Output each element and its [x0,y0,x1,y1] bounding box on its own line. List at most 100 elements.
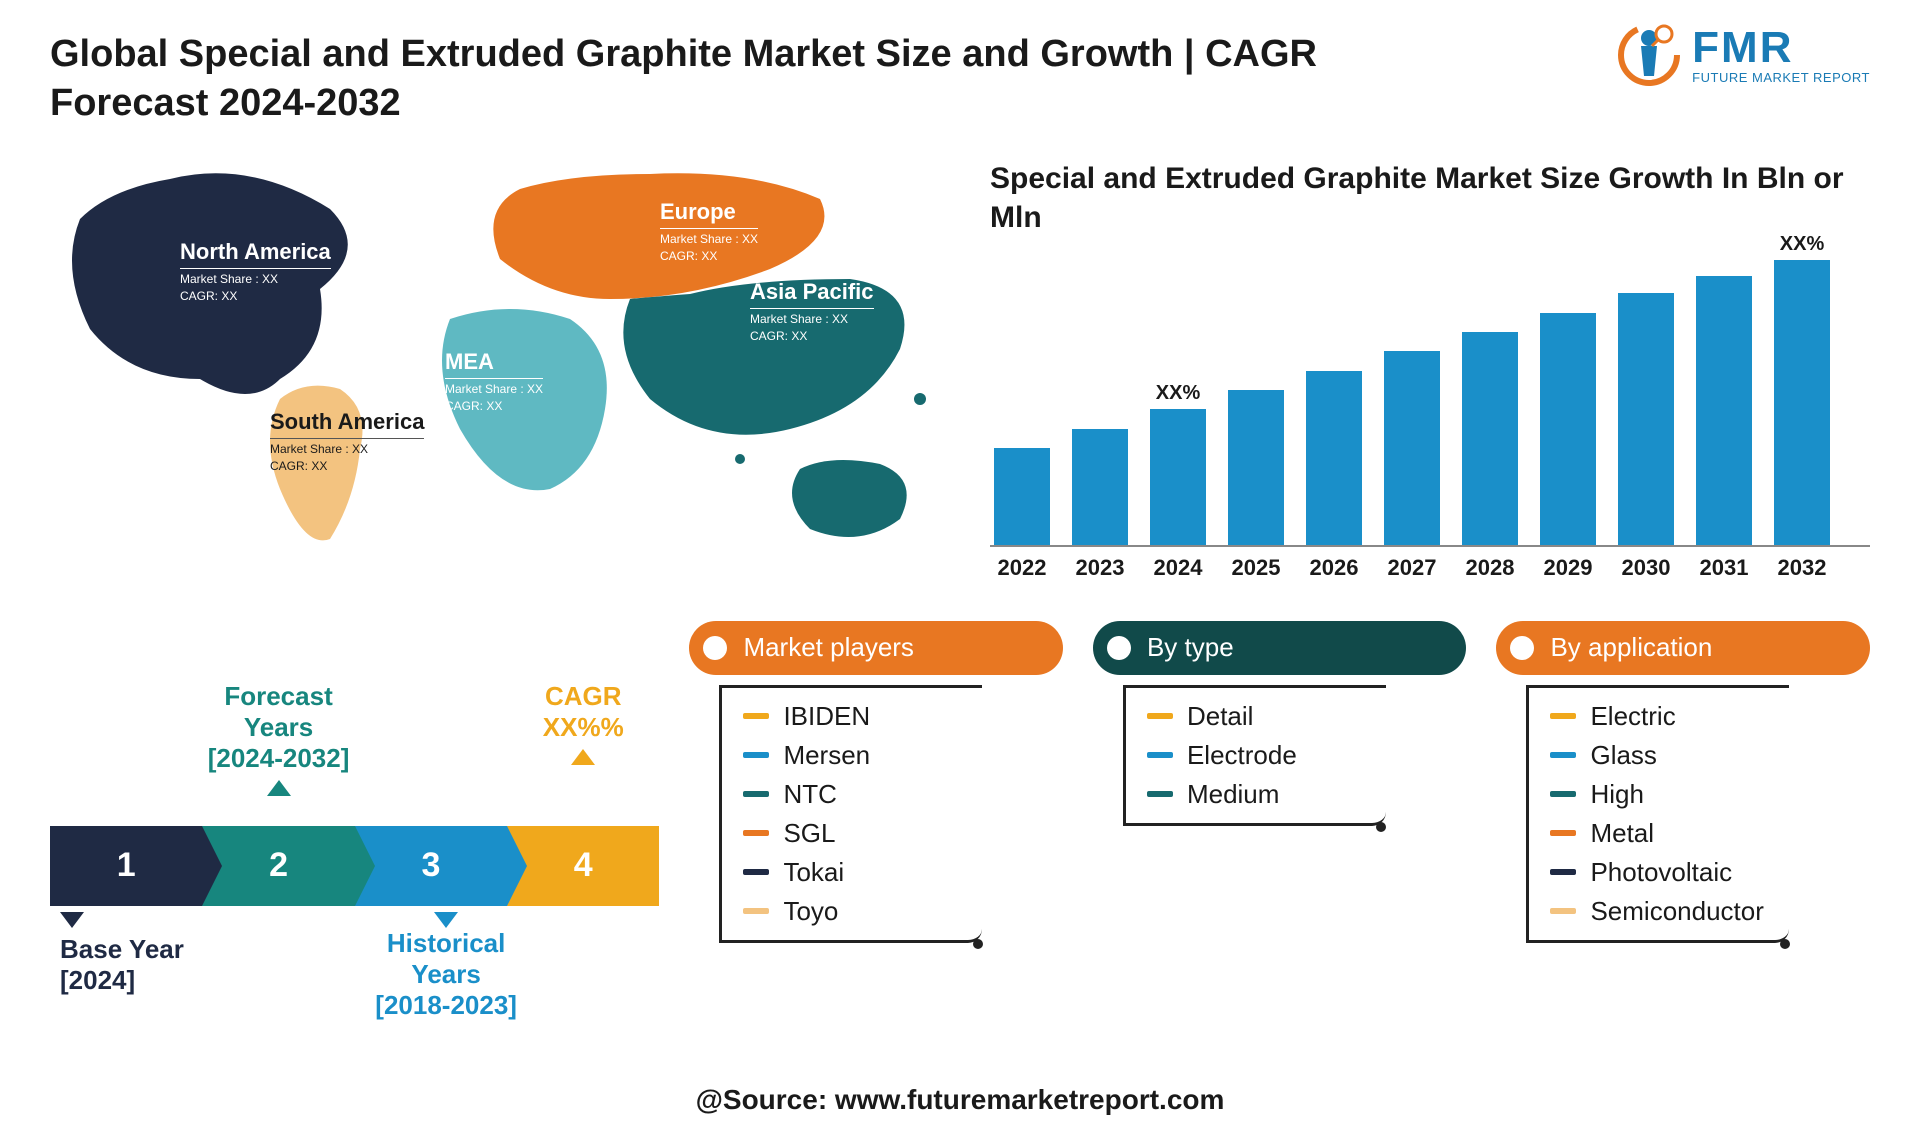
hist-range: [2018-2023] [355,990,538,1021]
item-dash-icon [743,791,769,797]
region-cagr: CAGR: XX [750,329,874,343]
bar-x-label: 2026 [1302,555,1366,581]
bar [1774,260,1830,545]
region-name: MEA [445,349,543,375]
region-share: Market Share : XX [445,378,543,396]
category-item: Tokai [743,853,1063,892]
bar-column [1224,390,1288,545]
bar-column [1692,276,1756,545]
base-label: Base Year [60,934,202,965]
world-map: North AmericaMarket Share : XXCAGR: XXSo… [50,149,950,569]
region-label: MEA Market Share : XX CAGR: XX [445,349,543,413]
bar-column [1614,293,1678,544]
region-label: Asia PacificMarket Share : XXCAGR: XX [750,279,874,343]
bar [1306,371,1362,545]
item-label: Photovoltaic [1590,857,1732,888]
category-item: Electrode [1147,736,1467,775]
item-dash-icon [1550,791,1576,797]
source-text: @Source: www.futuremarketreport.com [696,1084,1225,1116]
region-share: Market Share : XX [660,228,758,246]
market-players-col: Market players IBIDEN Mersen NTC SGL Tokai Toy… [689,621,1063,1021]
item-dash-icon [1147,791,1173,797]
forecast-range: [2024-2032] [202,743,354,774]
bar-x-label: 2024 [1146,555,1210,581]
region-name: Asia Pacific [750,279,874,305]
logo-sub-text: FUTURE MARKET REPORT [1692,70,1870,85]
category-item: Metal [1550,814,1870,853]
category-item: Detail [1147,697,1467,736]
bar-column [1380,351,1444,544]
bar-x-label: 2029 [1536,555,1600,581]
item-label: IBIDEN [783,701,870,732]
item-label: Semiconductor [1590,896,1763,927]
bar [1150,409,1206,544]
bar-column [990,448,1054,545]
item-label: Electric [1590,701,1675,732]
bar [1540,313,1596,545]
item-dash-icon [1550,752,1576,758]
bar-x-label: 2031 [1692,555,1756,581]
category-pill: Market players [689,621,1063,675]
category-list: Electric GlassHighMetal Photovoltaic Semico… [1526,685,1870,943]
region-name: North America [180,239,331,265]
item-label: SGL [783,818,835,849]
bar-top-label: XX% [1780,233,1824,256]
logo-main-text: FMR [1692,26,1870,70]
region-cagr: CAGR: XX [270,459,424,473]
item-dash-icon [743,713,769,719]
item-dash-icon [1550,713,1576,719]
bar-x-label: 2023 [1068,555,1132,581]
bar-x-label: 2025 [1224,555,1288,581]
pill-dot-icon [1107,636,1131,660]
cagr-value: XX%% [507,712,659,743]
region-share: Market Share : XX [180,268,331,286]
bar-x-label: 2022 [990,555,1054,581]
page-title: Global Special and Extruded Graphite Mar… [50,30,1330,129]
category-item: Glass [1550,736,1870,775]
bar-x-labels: 2022202320242025202620272028202920302031… [990,555,1870,581]
category-pill: By application [1496,621,1870,675]
region-share: Market Share : XX [270,438,424,456]
category-item: High [1550,775,1870,814]
category-item: Electric [1550,697,1870,736]
category-item: Semiconductor [1550,892,1870,931]
timeline: Forecast Years [2024-2032] CAGR XX%% 1 2… [50,621,659,1021]
item-dash-icon [1147,752,1173,758]
item-label: Electrode [1187,740,1297,771]
bar [1384,351,1440,544]
bar-column [1068,429,1132,545]
bar-x-label: 2032 [1770,555,1834,581]
base-range: [2024] [60,965,202,996]
region-label: EuropeMarket Share : XXCAGR: XX [660,199,758,263]
category-item: Toyo [743,892,1063,931]
bar-x-label: 2030 [1614,555,1678,581]
item-label: Toyo [783,896,838,927]
fmr-logo-icon [1614,20,1684,90]
category-item: NTC [743,775,1063,814]
item-dash-icon [1147,713,1173,719]
category-item: IBIDEN [743,697,1063,736]
timeline-seg-3: 3 [355,826,507,906]
hist-label: Historical Years [355,928,538,990]
timeline-bar: 1 2 3 4 [50,826,659,906]
bar-x-label: 2028 [1458,555,1522,581]
item-label: Detail [1187,701,1253,732]
timeline-seg-4: 4 [507,826,659,906]
by-type-col: By typeDetailElectrodeMedium [1093,621,1467,1021]
timeline-seg-2: 2 [202,826,354,906]
by-application-col: By application Electric GlassHighMetal Phot… [1496,621,1870,1021]
bar [1228,390,1284,545]
bar-column: XX% [1770,233,1834,545]
category-list: Detail Electrode Medium [1123,685,1467,826]
region-cagr: CAGR: XX [445,399,543,413]
item-label: Mersen [783,740,870,771]
forecast-label: Forecast Years [202,681,354,743]
bar-chart: Special and Extruded Graphite Market Siz… [990,149,1870,581]
bar [1618,293,1674,544]
arrow-up-icon [571,749,595,765]
item-label: NTC [783,779,836,810]
item-dash-icon [1550,830,1576,836]
item-dash-icon [743,869,769,875]
item-label: Medium [1187,779,1279,810]
region-name: Europe [660,199,758,225]
